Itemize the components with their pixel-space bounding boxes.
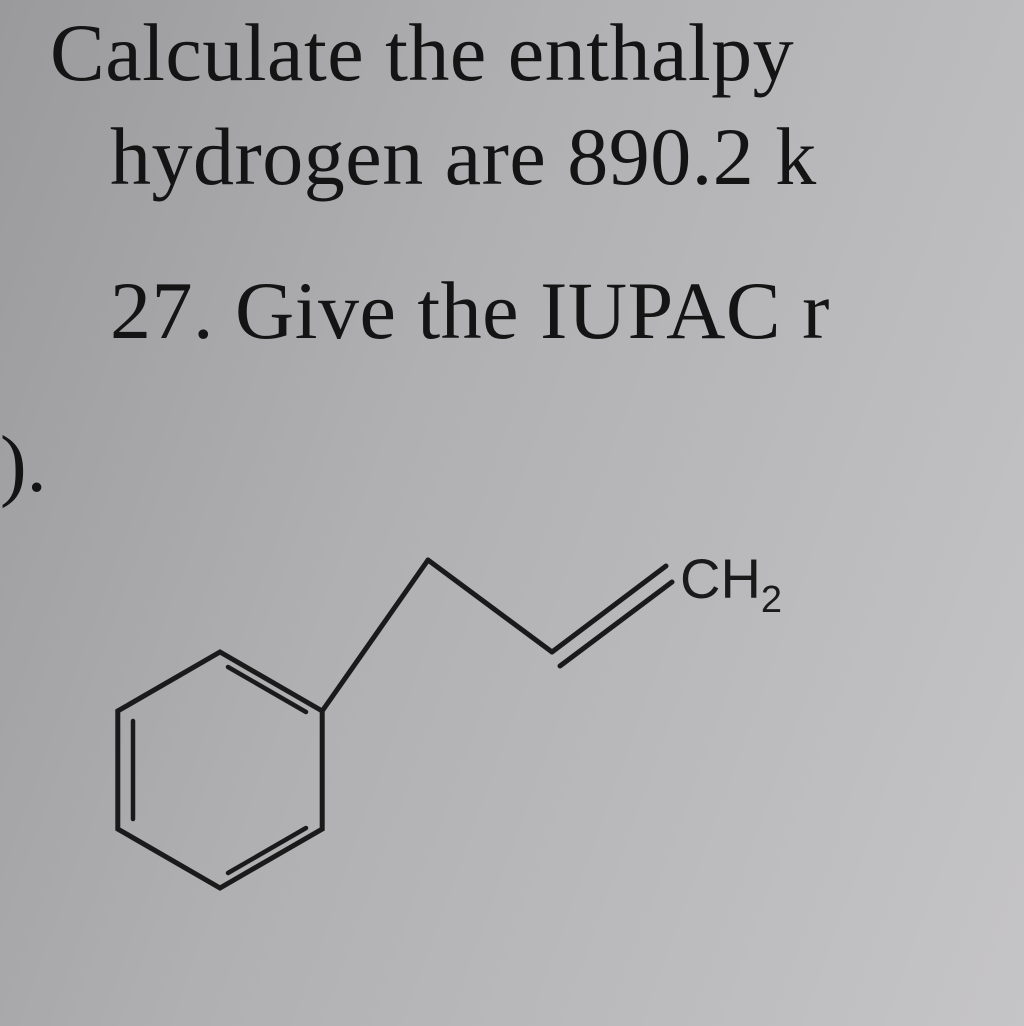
ch2-label: CH2	[680, 547, 782, 621]
text-line-1: Calculate the enthalpy	[50, 6, 794, 100]
subpart-marker: ).	[0, 420, 47, 511]
question-text: Give the IUPAC r	[214, 265, 830, 356]
ch2-base: CH	[680, 547, 761, 610]
page-root: Calculate the enthalpy hydrogen are 890.…	[0, 0, 1024, 1026]
text-line-2: hydrogen are 890.2 k	[110, 110, 817, 204]
chemical-structure: CH2	[50, 430, 850, 990]
ch2-subscript: 2	[761, 579, 782, 621]
bond-1	[322, 560, 428, 711]
structure-svg: CH2	[50, 430, 850, 990]
bond-2	[428, 560, 552, 652]
bond-3b	[560, 582, 672, 666]
question-number: 27.	[110, 265, 214, 356]
benzene-double-bonds	[133, 667, 306, 873]
question-line: 27. Give the IUPAC r	[110, 264, 830, 358]
benzene-ring	[118, 652, 322, 888]
bond-3a	[552, 566, 666, 652]
